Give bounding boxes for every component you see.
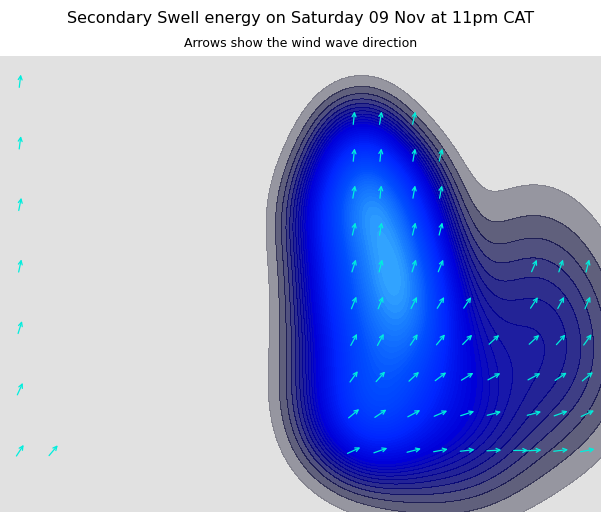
Text: Arrows show the wind wave direction: Arrows show the wind wave direction [184,37,417,50]
Text: Secondary Swell energy on Saturday 09 Nov at 11pm CAT: Secondary Swell energy on Saturday 09 No… [67,11,534,26]
